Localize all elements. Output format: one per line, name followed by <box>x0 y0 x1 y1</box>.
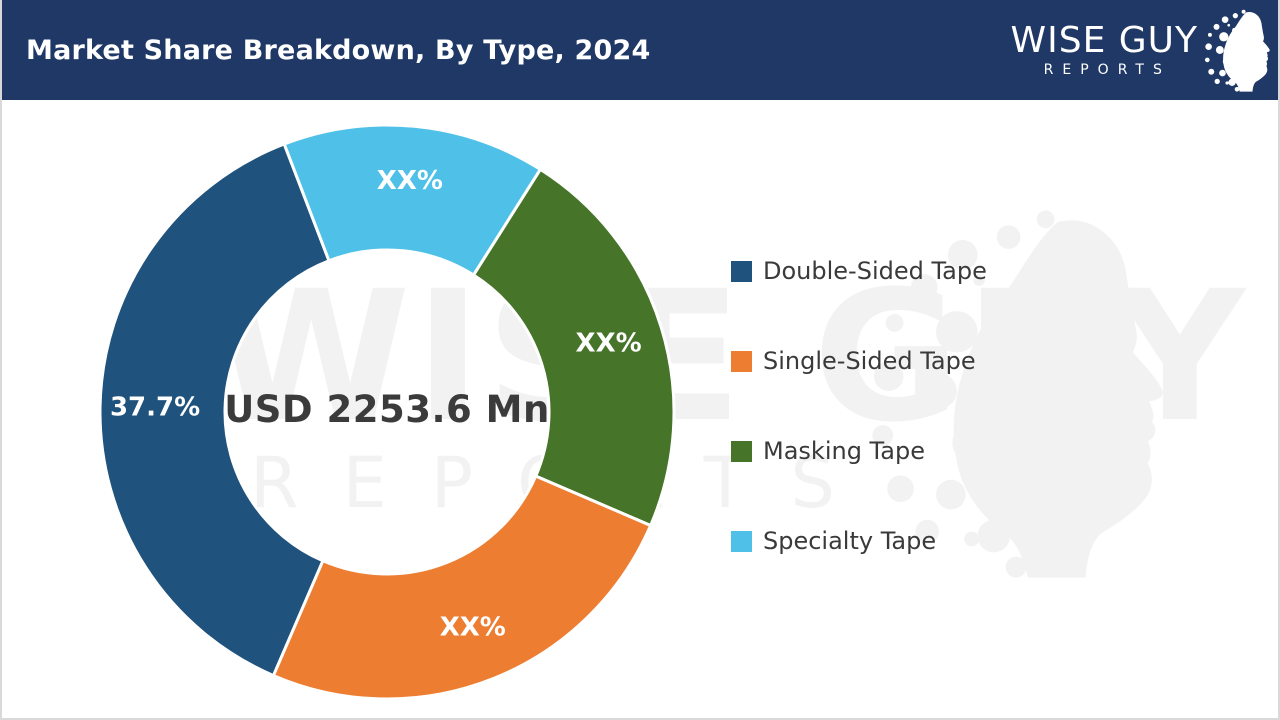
legend-item: Specialty Tape <box>731 527 987 555</box>
legend: Double-Sided Tape Single-Sided Tape Maskin… <box>731 257 987 617</box>
brand-text: WISE GUY REPORTS <box>1010 20 1199 78</box>
legend-item: Masking Tape <box>731 437 987 465</box>
slice-label: XX% <box>576 328 642 358</box>
legend-swatch <box>731 350 752 372</box>
brand-name: WISE GUY <box>1010 20 1198 61</box>
legend-swatch <box>731 530 752 552</box>
legend-item: Double-Sided Tape <box>731 257 987 285</box>
donut-slice-masking-tape <box>471 167 676 528</box>
legend-label: Specialty Tape <box>763 527 937 555</box>
slice-label: XX% <box>377 166 443 196</box>
donut-slice-double-sided-tape <box>98 142 331 678</box>
slice-label: XX% <box>440 613 506 643</box>
donut-center-value: USD 2253.6 Mn <box>224 388 550 431</box>
brand-tagline: REPORTS <box>1043 62 1171 78</box>
legend-swatch <box>731 440 752 462</box>
wiseguy-face-icon <box>1204 9 1270 92</box>
header-bar: Market Share Breakdown, By Type, 2024 WI… <box>2 0 1278 100</box>
legend-label: Masking Tape <box>763 437 925 465</box>
legend-label: Double-Sided Tape <box>763 257 987 285</box>
legend-label: Single-Sided Tape <box>763 347 976 375</box>
slice-label: 37.7% <box>110 392 200 422</box>
legend-item: Single-Sided Tape <box>731 347 987 375</box>
page-title: Market Share Breakdown, By Type, 2024 <box>26 34 651 66</box>
legend-swatch <box>731 260 752 282</box>
brand-logo: WISE GUY REPORTS <box>1011 7 1271 93</box>
donut-slice-single-sided-tape <box>271 474 653 701</box>
